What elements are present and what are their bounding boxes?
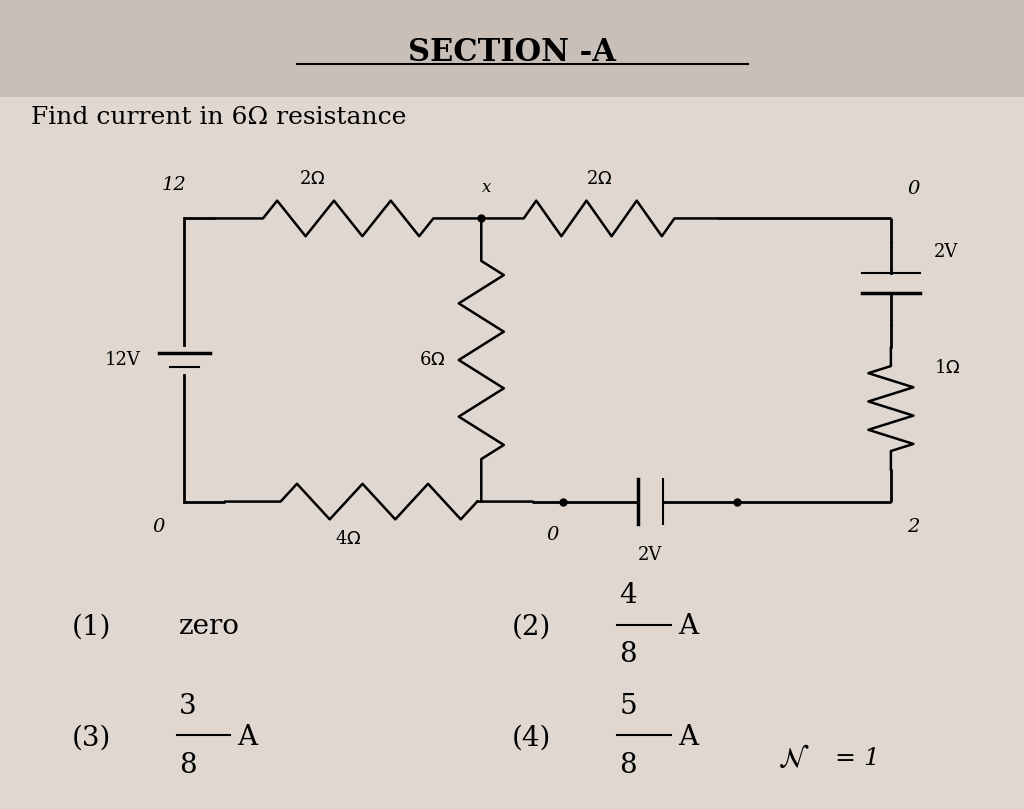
Text: 0: 0	[907, 180, 920, 198]
Text: $\mathcal{N}$: $\mathcal{N}$	[778, 745, 810, 773]
Text: 3: 3	[179, 693, 197, 720]
Text: x: x	[481, 179, 492, 196]
Text: zero: zero	[179, 613, 240, 641]
FancyBboxPatch shape	[0, 0, 1024, 97]
Text: (1): (1)	[72, 613, 112, 641]
Text: 1$\Omega$: 1$\Omega$	[934, 359, 961, 377]
Text: 12V: 12V	[104, 351, 141, 369]
Text: = 1: = 1	[835, 748, 880, 770]
Text: (4): (4)	[512, 724, 551, 752]
Text: (3): (3)	[72, 724, 111, 752]
Text: 2V: 2V	[638, 546, 663, 564]
Text: (2): (2)	[512, 613, 551, 641]
Text: 6$\Omega$: 6$\Omega$	[419, 351, 445, 369]
Text: A: A	[678, 613, 698, 641]
Text: 5: 5	[620, 693, 637, 720]
Text: 2$\Omega$: 2$\Omega$	[299, 170, 326, 188]
Text: 4: 4	[620, 582, 637, 609]
Text: 2: 2	[907, 518, 920, 536]
Text: SECTION -A: SECTION -A	[408, 37, 616, 68]
Text: A: A	[238, 724, 258, 752]
Text: 8: 8	[620, 752, 637, 778]
Text: Find current in 6Ω resistance: Find current in 6Ω resistance	[31, 106, 407, 129]
Text: 8: 8	[179, 752, 197, 778]
Text: 0: 0	[547, 526, 559, 544]
Text: 4$\Omega$: 4$\Omega$	[335, 530, 361, 548]
Text: 12: 12	[162, 176, 186, 194]
Text: 8: 8	[620, 641, 637, 667]
Text: 2V: 2V	[934, 244, 958, 261]
Text: A: A	[678, 724, 698, 752]
Text: 2$\Omega$: 2$\Omega$	[586, 170, 612, 188]
Text: 0: 0	[153, 518, 165, 536]
